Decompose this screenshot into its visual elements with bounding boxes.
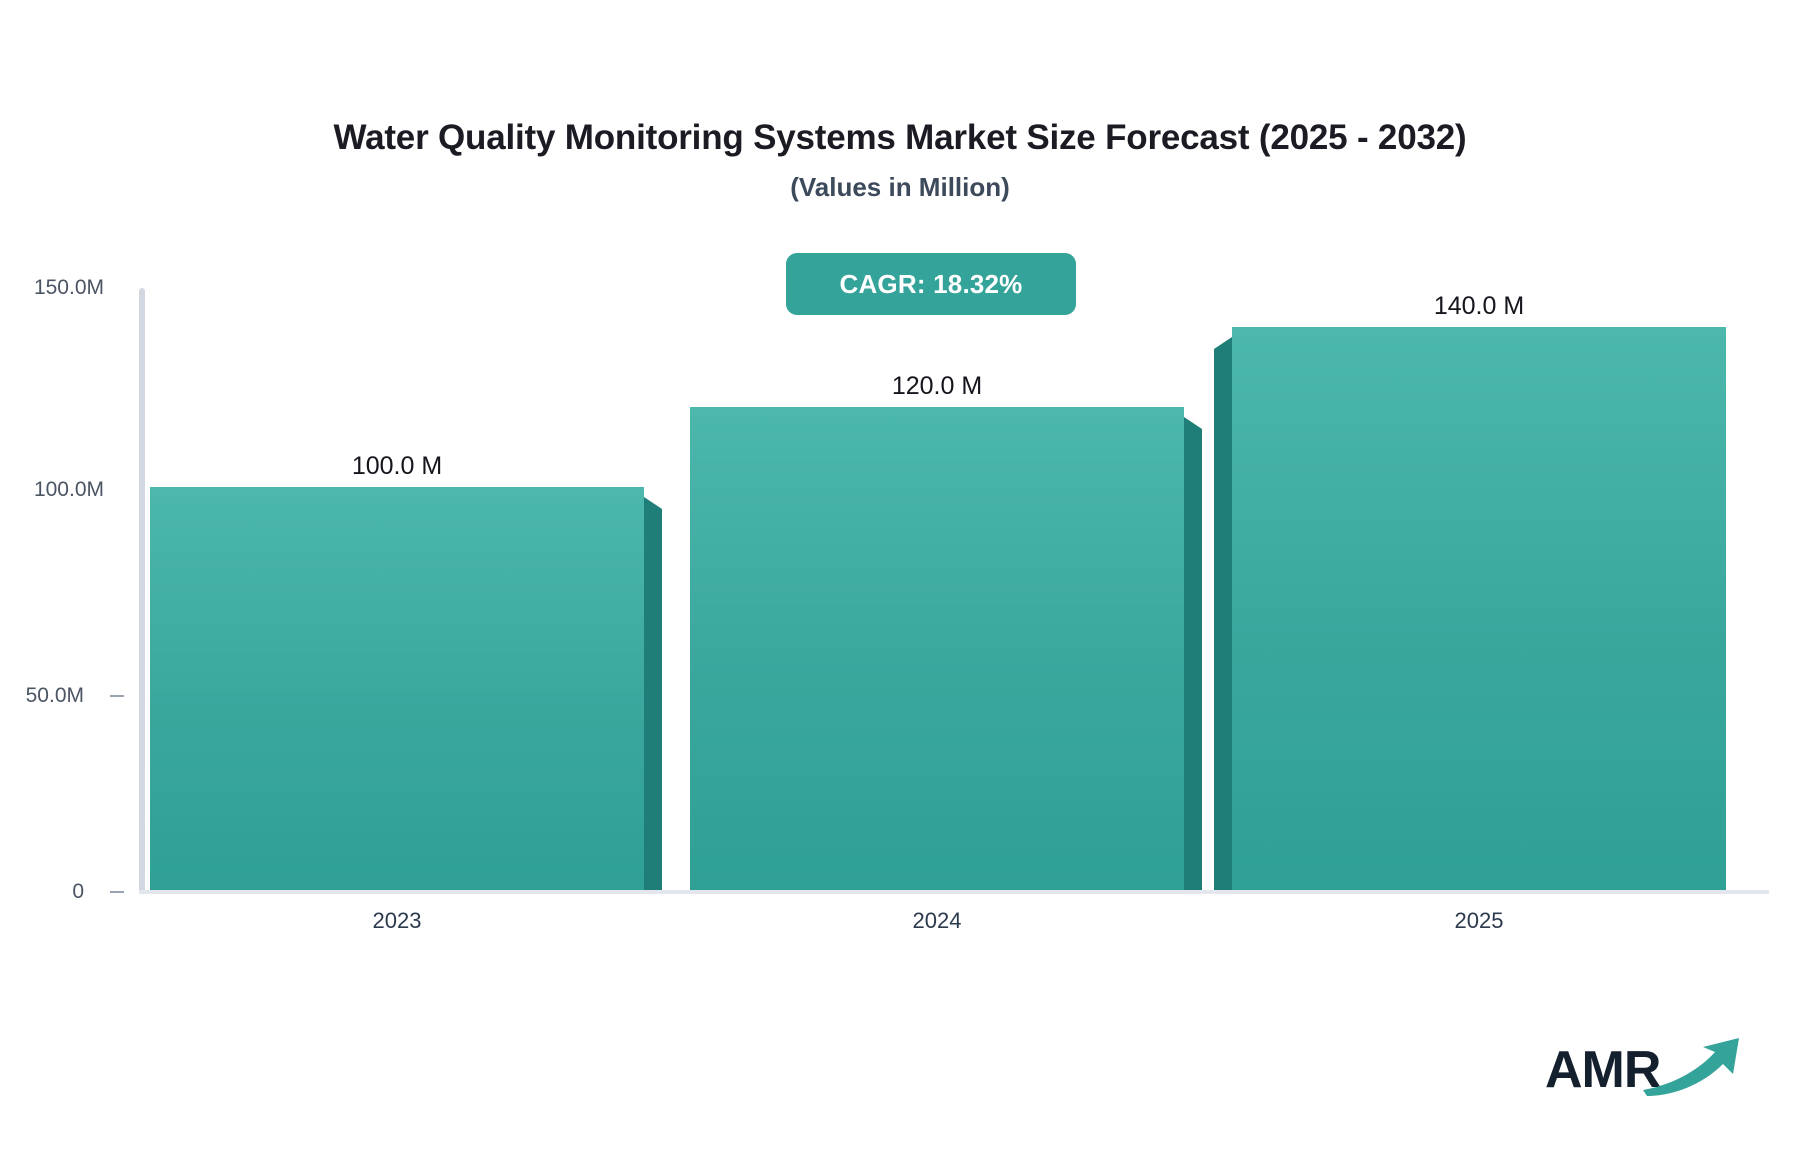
bar-2024-face [690,407,1184,890]
growth-arrow-icon [1643,1038,1739,1096]
bar-2024-side [1184,417,1202,890]
y-axis-line [139,288,145,894]
amr-logo: AMR [1545,1038,1739,1110]
cagr-badge-label: CAGR: 18.32% [839,268,1023,299]
y-tick-label-100: 100.0M [33,478,104,501]
y-tick-label-0: 0 [72,880,84,903]
y-tick-dash-0 [110,891,124,893]
bar-2023-face [150,487,644,890]
bar-2023-value-label: 100.0 M [351,452,443,480]
bar-2025[interactable] [1214,327,1726,890]
bar-2025-value-label: 140.0 M [1433,292,1525,320]
x-tick-label-2023: 2023 [372,908,422,933]
y-tick-dash-50 [110,695,124,697]
x-tick-label-2024: 2024 [912,908,962,933]
bar-2024-value-label: 120.0 M [891,372,983,400]
cagr-badge: CAGR: 18.32% [786,253,1076,315]
bar-2025-face [1232,327,1726,890]
y-tick-label-150: 150.0M [33,276,104,299]
bar-2023-side [644,497,662,890]
amr-logo-text: AMR [1545,1041,1661,1099]
chart-subtitle: (Values in Million) [790,172,1010,202]
y-tick-label-50: 50.0M [25,684,84,707]
bar-2024[interactable] [690,407,1202,890]
x-axis-baseline [139,890,1769,894]
bar-2025-side [1214,337,1232,890]
x-tick-label-2025: 2025 [1454,908,1504,933]
bar-2023[interactable] [150,487,662,890]
chart-title: Water Quality Monitoring Systems Market … [333,118,1467,157]
